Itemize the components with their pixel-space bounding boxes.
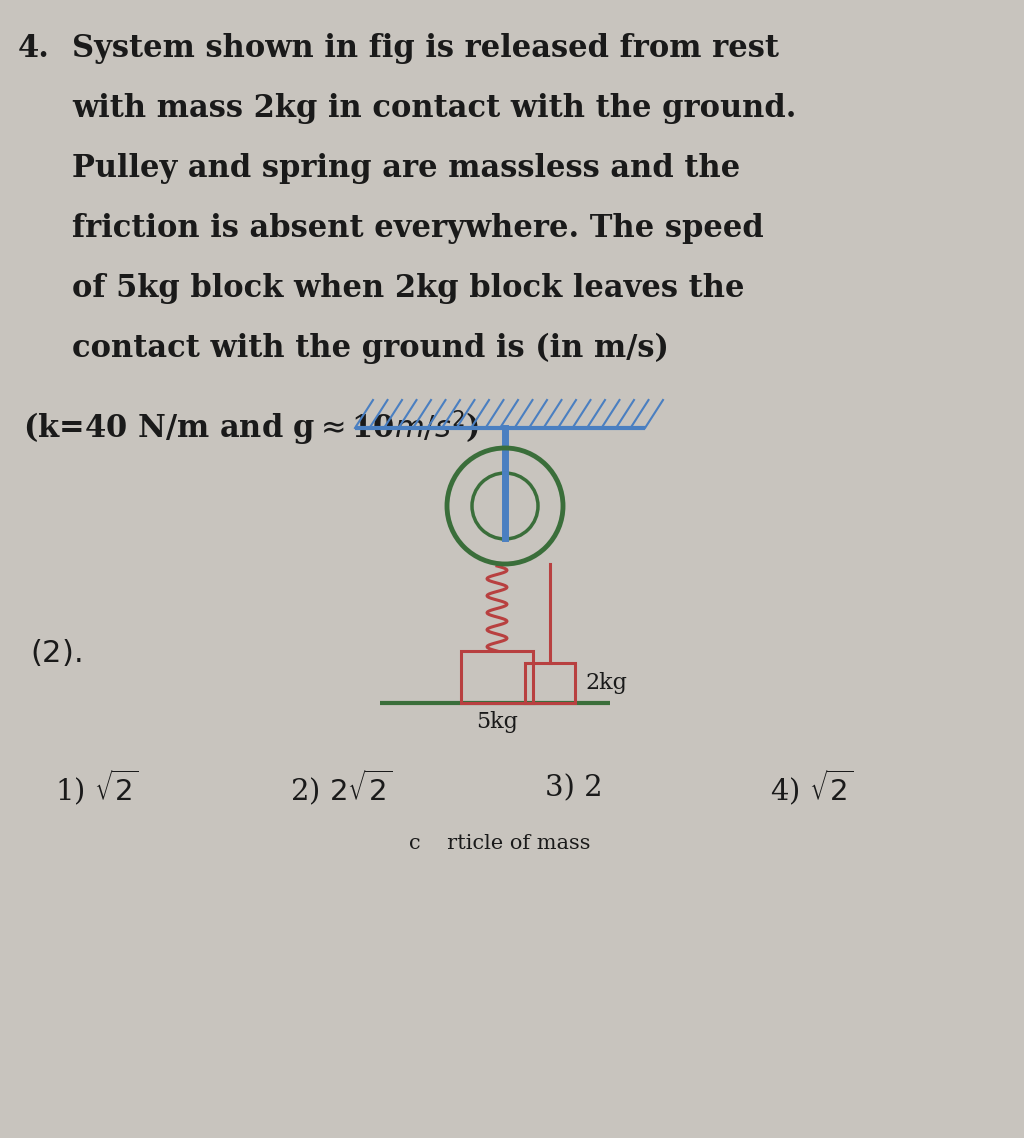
Text: (k=40 N/m and g$\approx$10$m/s^{2}$): (k=40 N/m and g$\approx$10$m/s^{2}$) bbox=[23, 409, 479, 447]
Bar bbox=[461, 651, 534, 703]
Text: friction is absent everywhere. The speed: friction is absent everywhere. The speed bbox=[72, 213, 764, 244]
Text: 3) 2: 3) 2 bbox=[545, 774, 603, 802]
Text: Pulley and spring are massless and the: Pulley and spring are massless and the bbox=[72, 152, 740, 184]
Text: 2kg: 2kg bbox=[585, 673, 627, 694]
Text: with mass 2kg in contact with the ground.: with mass 2kg in contact with the ground… bbox=[72, 93, 797, 124]
Text: System shown in fig is released from rest: System shown in fig is released from res… bbox=[72, 33, 779, 64]
Bar bbox=[525, 663, 575, 703]
Text: of 5kg block when 2kg block leaves the: of 5kg block when 2kg block leaves the bbox=[72, 273, 744, 304]
Text: $(2).$: $(2).$ bbox=[30, 637, 82, 668]
Text: 4.: 4. bbox=[18, 33, 50, 64]
Text: 1) $\sqrt{2}$: 1) $\sqrt{2}$ bbox=[55, 768, 139, 808]
Text: contact with the ground is (in m/s): contact with the ground is (in m/s) bbox=[72, 333, 669, 364]
Text: 2) $2\sqrt{2}$: 2) $2\sqrt{2}$ bbox=[290, 768, 392, 808]
Text: 5kg: 5kg bbox=[476, 711, 518, 733]
Text: 4) $\sqrt{2}$: 4) $\sqrt{2}$ bbox=[770, 768, 854, 808]
Text: c    rticle of mass: c rticle of mass bbox=[410, 833, 591, 852]
